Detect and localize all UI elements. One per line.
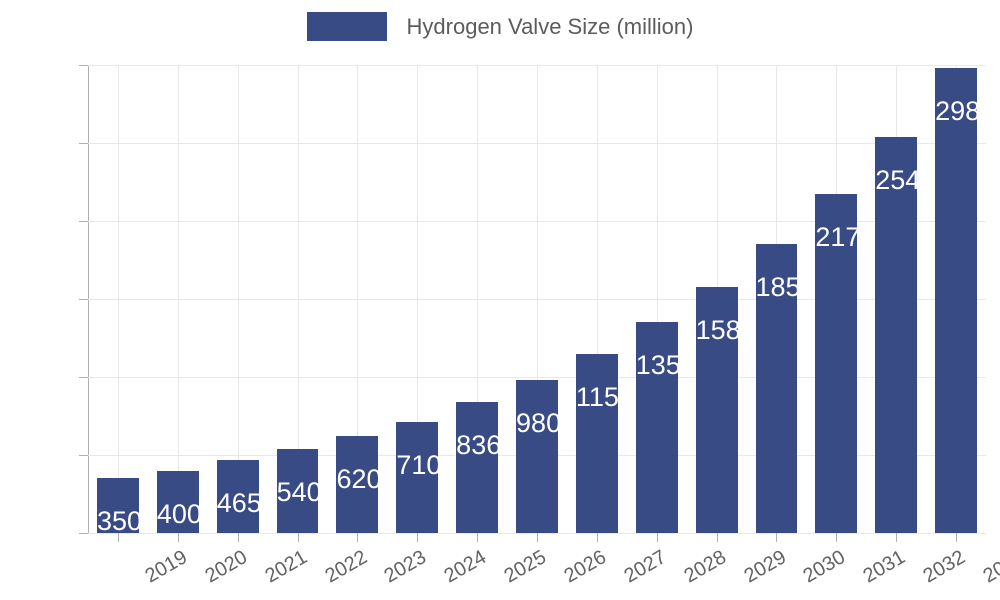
- legend-item-hydrogen-valve-size[interactable]: Hydrogen Valve Size (million): [306, 12, 694, 41]
- gridline-vertical: [178, 65, 179, 533]
- x-axis-tick-mark: [836, 533, 837, 542]
- y-axis-tick-mark: [79, 533, 88, 534]
- bar[interactable]: [875, 136, 918, 533]
- bar[interactable]: [575, 353, 618, 533]
- x-axis-tick-label: 2025: [500, 546, 551, 588]
- x-axis-tick-label: 2028: [680, 546, 730, 588]
- y-axis-tick-mark: [79, 143, 88, 144]
- x-axis-tick-mark: [896, 533, 897, 542]
- bar[interactable]: [755, 244, 798, 533]
- x-axis-tick-mark: [776, 533, 777, 542]
- bar[interactable]: [276, 448, 319, 533]
- bars-clip: 350.5 400.2 465.8 540.1 620.3 710.6 836.8 980 11…: [88, 65, 986, 533]
- gridline-vertical: [537, 65, 538, 533]
- x-axis-tick-label: 2022: [320, 546, 371, 588]
- bar[interactable]: [396, 422, 439, 533]
- x-axis-tick-label: 2024: [440, 546, 491, 588]
- x-axis-tick-mark: [477, 533, 478, 542]
- gridline-vertical: [298, 65, 299, 533]
- gridline-vertical: [118, 65, 119, 533]
- x-axis-tick-label: 2033: [979, 546, 1000, 588]
- x-axis-tick-label: 2027: [620, 546, 670, 588]
- x-axis-tick-mark: [597, 533, 598, 542]
- bar[interactable]: [156, 470, 199, 533]
- legend-label: Hydrogen Valve Size (million): [406, 13, 694, 39]
- bar[interactable]: [516, 380, 558, 533]
- bar[interactable]: [456, 402, 499, 533]
- y-axis-tick-mark: [79, 377, 88, 378]
- y-axis-tick-mark: [79, 299, 88, 300]
- x-axis-tick-mark: [657, 533, 658, 542]
- x-axis-tick-label: 2031: [859, 546, 910, 588]
- x-axis-tick-label: 2026: [560, 546, 610, 588]
- x-axis-tick-label: 2030: [799, 546, 850, 588]
- x-axis-tick-mark: [238, 533, 239, 542]
- x-axis-tick-mark: [956, 533, 957, 542]
- chart-legend: Hydrogen Valve Size (million): [0, 12, 1000, 41]
- bar[interactable]: [815, 194, 858, 533]
- bar[interactable]: [635, 322, 678, 533]
- plot-area: 050010001500200025003000 350.5400.2465.8…: [79, 65, 986, 542]
- gridline-vertical: [477, 65, 478, 533]
- bar[interactable]: [336, 436, 379, 533]
- x-axis-tick-mark: [357, 533, 358, 542]
- x-axis-tick-mark: [118, 533, 119, 542]
- y-axis-tick-mark: [79, 455, 88, 456]
- gridline-vertical: [417, 65, 418, 533]
- bar[interactable]: [96, 478, 139, 533]
- bar[interactable]: [216, 460, 259, 533]
- y-axis-tick-mark: [79, 221, 88, 222]
- y-axis-tick-mark: [79, 65, 88, 66]
- legend-color-swatch: [306, 12, 387, 41]
- bar[interactable]: [695, 286, 738, 533]
- x-axis-tick-label: 2032: [919, 546, 970, 588]
- x-axis-tick-mark: [417, 533, 418, 542]
- gridline-vertical: [657, 65, 658, 533]
- bar[interactable]: [935, 68, 978, 533]
- x-axis-tick-mark: [717, 533, 718, 542]
- x-axis-tick-mark: [537, 533, 538, 542]
- gridline-vertical: [238, 65, 239, 533]
- x-axis-tick-mark: [178, 533, 179, 542]
- x-axis-tick-label: 2023: [380, 546, 431, 588]
- x-axis-tick-label: 2029: [740, 546, 790, 588]
- x-axis-tick-label: 2020: [201, 546, 251, 588]
- gridline-vertical: [597, 65, 598, 533]
- gridline-vertical: [357, 65, 358, 533]
- x-axis-tick-mark: [298, 533, 299, 542]
- x-axis-tick-label: 2019: [141, 546, 191, 588]
- x-axis-tick-label: 2021: [261, 546, 311, 588]
